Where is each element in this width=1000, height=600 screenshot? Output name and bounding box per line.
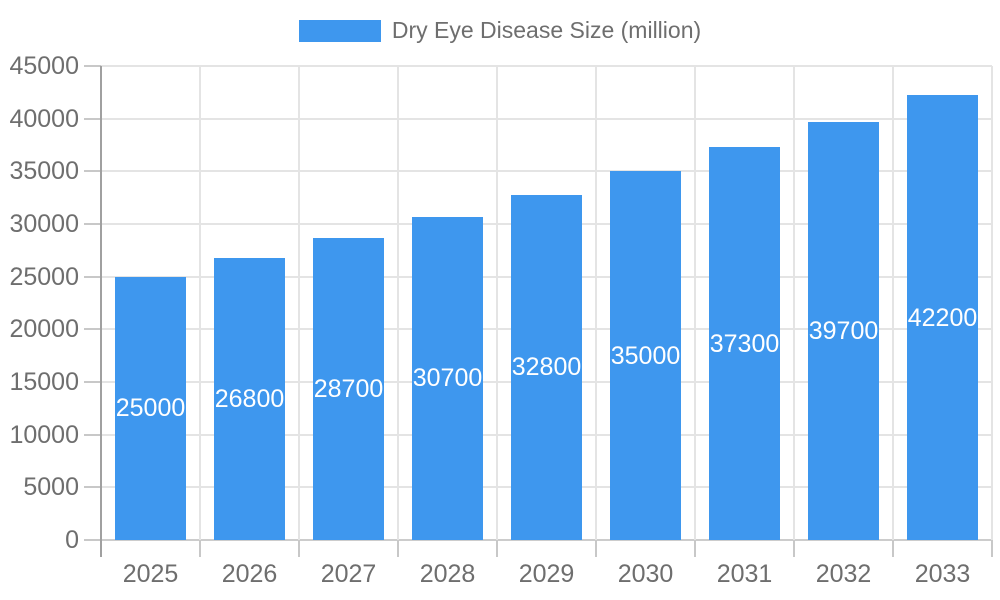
bar-value-label: 25000 (115, 394, 186, 423)
x-tick-label: 2026 (221, 560, 278, 588)
legend[interactable]: Dry Eye Disease Size (million) (0, 17, 1000, 44)
y-axis-line (100, 66, 102, 557)
y-grid-line (101, 170, 992, 173)
x-tick-label: 2027 (320, 560, 377, 588)
bar-value-label: 28700 (313, 374, 384, 403)
y-axis-tick (84, 65, 101, 67)
y-axis-tick (84, 433, 101, 436)
bar-value-label: 30700 (412, 364, 483, 393)
bar (610, 171, 681, 540)
bar-value-label: 39700 (808, 316, 879, 345)
bar (907, 95, 978, 540)
x-grid-line (892, 66, 894, 540)
bar-value-label: 37300 (709, 329, 780, 358)
x-axis-tick (595, 540, 597, 557)
x-tick-label: 2031 (716, 560, 773, 588)
x-tick-label: 2025 (122, 560, 179, 588)
y-axis-tick (84, 223, 101, 225)
y-axis-tick (84, 539, 101, 541)
y-tick-label: 45000 (9, 52, 79, 80)
y-tick-label: 15000 (9, 368, 79, 396)
y-grid-line (101, 65, 992, 67)
y-tick-label: 25000 (9, 262, 79, 291)
bar-value-label: 32800 (511, 353, 582, 382)
bar (214, 257, 285, 540)
y-axis-tick (84, 275, 101, 278)
x-axis-tick (397, 540, 399, 557)
y-tick-label: 30000 (9, 210, 79, 238)
x-axis-tick (991, 540, 993, 557)
x-grid-line (595, 66, 597, 540)
y-tick-label: 10000 (9, 420, 79, 449)
legend-swatch (298, 19, 381, 42)
bar (115, 276, 186, 540)
x-grid-line (199, 66, 201, 540)
x-axis-tick (694, 540, 696, 557)
x-tick-label: 2029 (518, 560, 575, 588)
x-axis-tick (892, 540, 894, 557)
y-tick-label: 40000 (9, 104, 79, 133)
bar (412, 216, 483, 540)
x-grid-line (694, 66, 696, 540)
bar (709, 147, 780, 540)
x-grid-line (397, 66, 399, 540)
y-tick-label: 20000 (9, 315, 79, 344)
x-grid-line (298, 66, 300, 540)
x-grid-line (496, 66, 498, 540)
x-axis-tick (199, 540, 201, 557)
x-tick-label: 2028 (419, 560, 476, 588)
y-axis-tick (84, 170, 101, 173)
y-tick-label: 35000 (9, 157, 79, 186)
y-axis-tick (84, 328, 101, 331)
bar-value-label: 26800 (214, 384, 285, 413)
x-axis-tick (496, 540, 498, 557)
y-tick-label: 5000 (23, 473, 79, 502)
y-axis-tick (84, 117, 101, 120)
bar (511, 194, 582, 540)
legend-label: Dry Eye Disease Size (million) (391, 17, 702, 43)
x-grid-line (793, 66, 795, 540)
y-axis-tick (84, 381, 101, 383)
bar-value-label: 42200 (907, 303, 978, 332)
bar-value-label: 35000 (610, 341, 681, 370)
x-axis-tick (298, 540, 300, 557)
x-tick-label: 2032 (815, 560, 872, 588)
bar (313, 237, 384, 540)
y-grid-line (101, 117, 992, 120)
bar (808, 121, 879, 540)
x-axis-line (101, 539, 992, 541)
y-tick-label: 0 (65, 526, 79, 554)
x-tick-label: 2033 (914, 560, 971, 588)
x-axis-tick (793, 540, 795, 557)
y-axis-tick (84, 486, 101, 489)
x-grid-line (991, 66, 993, 540)
x-tick-label: 2030 (617, 560, 674, 588)
